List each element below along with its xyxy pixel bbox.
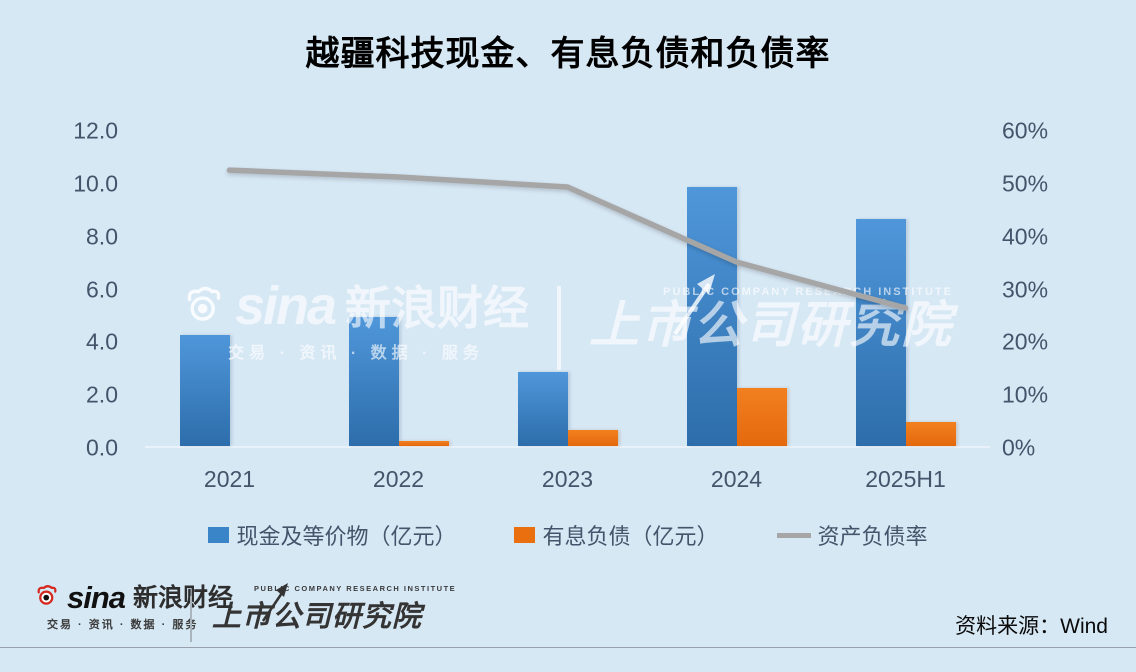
legend-cash-label: 现金及等价物（亿元） bbox=[236, 524, 457, 549]
bar-cash-2021 bbox=[179, 335, 230, 446]
plot-area bbox=[145, 131, 990, 448]
footer-sina-name: 新浪财经 bbox=[133, 584, 234, 612]
legend: 现金及等价物（亿元） 有息负债（亿元） 资产负债率 bbox=[0, 519, 1136, 551]
footer-divider bbox=[190, 596, 192, 642]
footer-sina-brand: sina bbox=[67, 579, 126, 615]
axis-tick-label: 30% bbox=[1002, 276, 1049, 302]
sina-eye-icon bbox=[35, 584, 59, 611]
data-source-label: 资料来源：Wind bbox=[955, 615, 1108, 638]
bar-cash-2025H1 bbox=[855, 218, 906, 446]
left-value-axis: 12.0 10.0 8.0 6.0 4.0 2.0 0.0 bbox=[0, 118, 118, 461]
footer-pcri-name: 上市公司研究院 bbox=[212, 583, 456, 635]
chart-title: 越疆科技现金、有息负债和负债率 bbox=[305, 35, 831, 73]
legend-item-ratio: 资产负债率 bbox=[776, 519, 928, 551]
axis-tick-label: 4.0 bbox=[86, 328, 118, 355]
legend-debt-label: 有息负债（亿元） bbox=[542, 524, 719, 549]
bar-cash-2022 bbox=[348, 316, 399, 446]
debt-ratio-line bbox=[226, 167, 909, 311]
bar-cash-2023 bbox=[517, 372, 568, 446]
category-label-2023: 2023 bbox=[541, 466, 594, 492]
axis-tick-label: 20% bbox=[1002, 328, 1049, 355]
cash-swatch-icon bbox=[208, 527, 230, 543]
category-label-2021: 2021 bbox=[203, 466, 256, 492]
debt-swatch-icon bbox=[514, 527, 536, 543]
bar-debt-2023 bbox=[567, 430, 618, 446]
category-label-2022: 2022 bbox=[372, 466, 425, 492]
legend-item-cash: 现金及等价物（亿元） bbox=[208, 519, 456, 551]
footer-rule bbox=[0, 647, 1136, 648]
axis-tick-label: 2.0 bbox=[86, 381, 118, 408]
footer-pcri-english: PUBLIC COMPANY RESEARCH INSTITUTE bbox=[254, 584, 457, 593]
footer: sina 新浪财经 交易 · 资讯 · 数据 · 服务 PUBLIC COMPA… bbox=[0, 578, 1136, 648]
axis-tick-label: 6.0 bbox=[86, 276, 118, 302]
axis-tick-label: 10.0 bbox=[73, 170, 118, 197]
axis-tick-label: 0% bbox=[1002, 434, 1036, 461]
axis-tick-label: 40% bbox=[1002, 223, 1049, 250]
right-percent-axis: 60% 50% 40% 30% 20% 10% 0% bbox=[1002, 118, 1102, 461]
footer-sina-logo: sina 新浪财经 交易 · 资讯 · 数据 · 服务 bbox=[35, 579, 234, 632]
bar-debt-2022 bbox=[398, 440, 449, 446]
category-label-2024: 2024 bbox=[710, 466, 763, 492]
bar-debt-2025H1 bbox=[905, 422, 956, 446]
category-label-2025H1: 2025H1 bbox=[865, 466, 946, 492]
footer-sina-tagline: 交易 · 资讯 · 数据 · 服务 bbox=[47, 619, 199, 631]
footer-pcri-logo: PUBLIC COMPANY RESEARCH INSTITUTE 上市公司研究… bbox=[212, 583, 457, 635]
axis-tick-label: 10% bbox=[1002, 381, 1049, 408]
axis-tick-label: 8.0 bbox=[86, 223, 118, 250]
axis-tick-label: 60% bbox=[1002, 117, 1049, 144]
axis-tick-label: 0.0 bbox=[86, 434, 118, 461]
legend-item-debt: 有息负债（亿元） bbox=[514, 519, 719, 551]
axis-tick-label: 50% bbox=[1002, 170, 1049, 197]
axis-tick-label: 12.0 bbox=[73, 117, 118, 144]
ratio-line-swatch-icon bbox=[776, 532, 811, 538]
footer-arrow-icon bbox=[258, 581, 292, 633]
bar-debt-2024 bbox=[736, 387, 787, 446]
legend-ratio-label: 资产负债率 bbox=[817, 524, 928, 549]
